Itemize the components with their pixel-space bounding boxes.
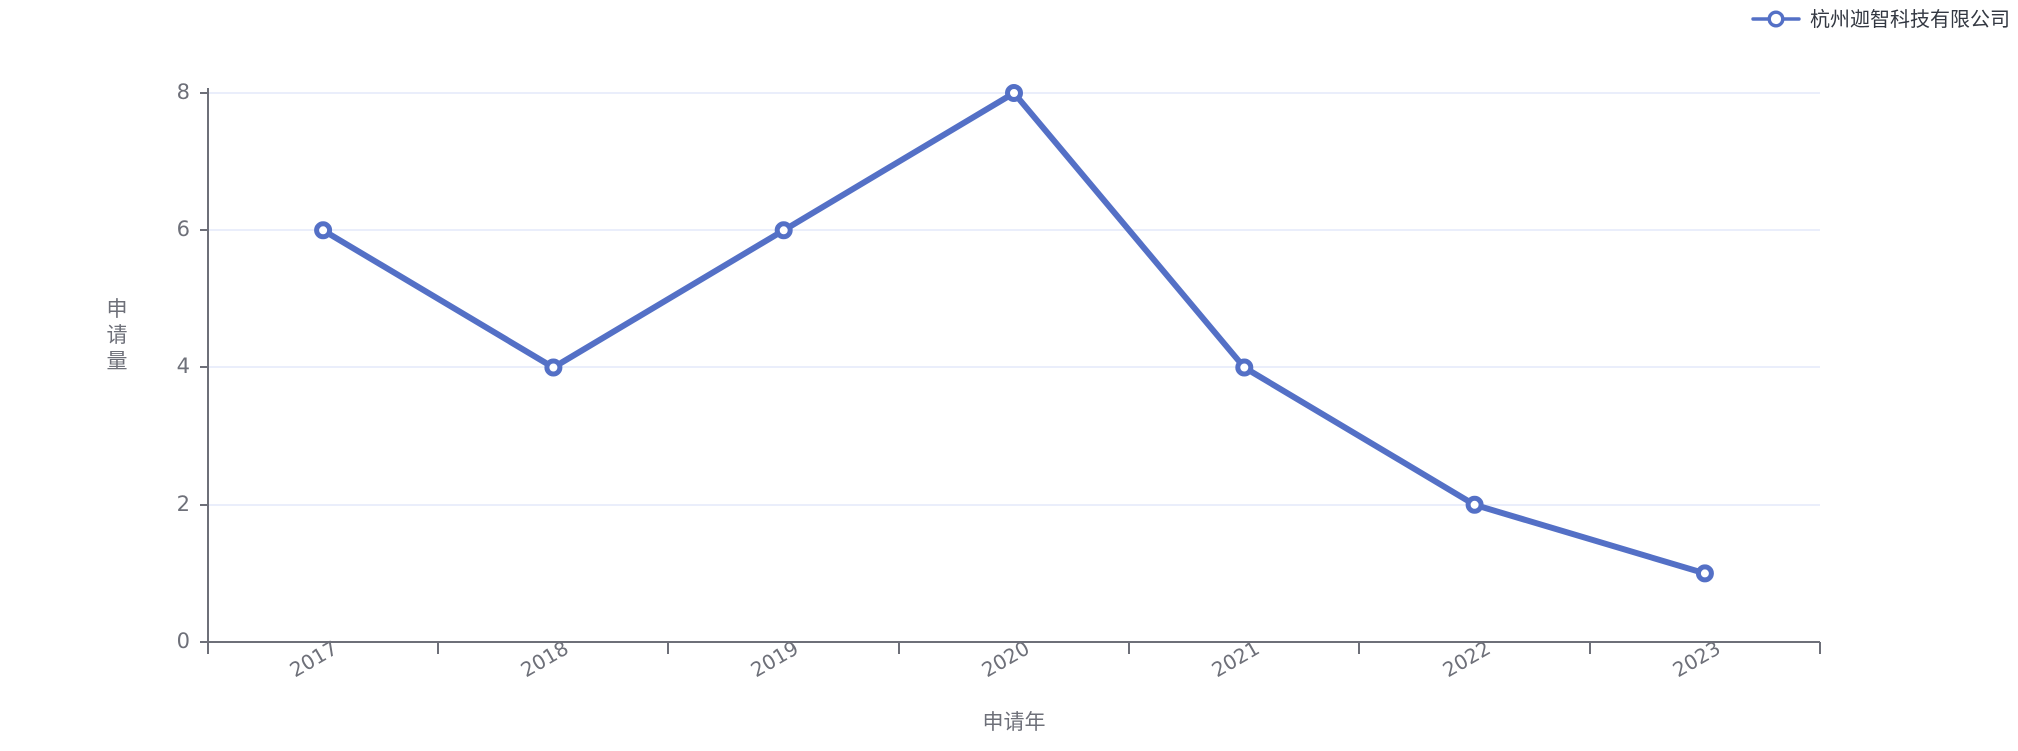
x-axis-title: 申请年 — [982, 710, 1046, 734]
y-tick-label-4: 8 — [177, 80, 190, 104]
grid-lines — [208, 92, 1820, 506]
series-markers — [314, 84, 1714, 583]
data-point-marker[interactable] — [1695, 564, 1714, 583]
data-point-marker[interactable] — [1465, 495, 1484, 514]
y-axis-title-char-1: 请 — [106, 323, 128, 347]
series-line — [320, 90, 1708, 577]
y-tick-label-0: 0 — [177, 629, 190, 653]
y-tick-label-2: 4 — [177, 354, 190, 378]
data-point-marker[interactable] — [1005, 84, 1023, 102]
y-axis-title: 申 请 量 — [104, 296, 130, 374]
y-tick-label-3: 6 — [177, 217, 190, 241]
data-point-marker[interactable] — [1235, 358, 1254, 377]
y-tick-label-1: 2 — [177, 492, 190, 516]
chart-legend: 杭州迦智科技有限公司 — [1751, 5, 2010, 33]
y-axis: 8 6 4 2 0 — [177, 80, 209, 653]
y-axis-title-char-0: 申 — [106, 297, 128, 321]
y-axis-title-char-2: 量 — [106, 349, 128, 373]
line-circle-marker-icon — [1751, 10, 1801, 28]
data-point-marker[interactable] — [314, 221, 333, 240]
data-point-marker[interactable] — [774, 221, 793, 240]
legend-item-0[interactable]: 杭州迦智科技有限公司 — [1751, 8, 2010, 30]
data-point-marker[interactable] — [544, 358, 563, 377]
series-line-group — [314, 84, 1714, 583]
x-axis: 2017 2018 2019 2020 2021 2022 2023 — [207, 636, 1821, 682]
legend-item-label: 杭州迦智科技有限公司 — [1810, 7, 2010, 31]
